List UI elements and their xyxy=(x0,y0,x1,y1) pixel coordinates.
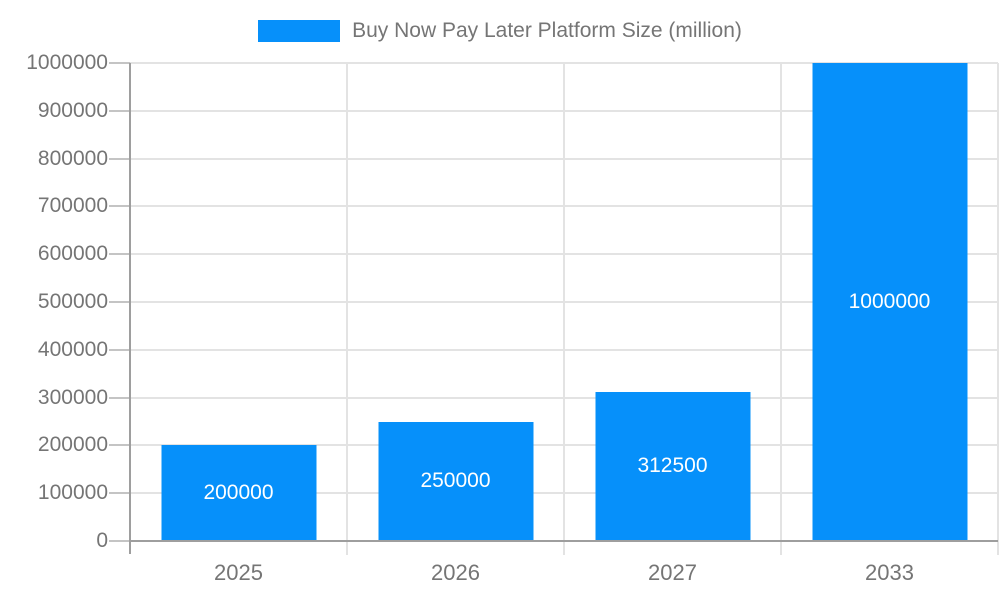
y-axis-tick xyxy=(109,253,130,256)
y-axis-tick xyxy=(109,62,130,64)
bar-2025[interactable]: 200000 xyxy=(161,445,316,541)
y-axis-tick xyxy=(109,301,130,303)
y-axis-tick xyxy=(109,396,130,399)
x-axis-label-2025: 2025 xyxy=(214,560,263,585)
plot-area: 200000 250000 312500 1000000 xyxy=(109,62,999,555)
gridline-vertical xyxy=(997,63,999,555)
y-axis-tick-label: 1000000 xyxy=(26,51,108,74)
y-axis-tick xyxy=(109,492,130,495)
bar-value-label: 1000000 xyxy=(848,290,931,313)
legend-label: Buy Now Pay Later Platform Size (million… xyxy=(352,19,742,42)
y-axis-line xyxy=(129,63,131,554)
y-axis-tick-label: 100000 xyxy=(37,481,108,505)
y-axis-tick-label: 900000 xyxy=(37,98,108,122)
bar-value-label: 312500 xyxy=(637,454,708,478)
x-axis-labels: 2025 2026 2027 2033 xyxy=(130,560,998,590)
y-axis-tick-label: 200000 xyxy=(37,433,108,457)
y-axis-tick xyxy=(109,157,130,160)
gridline-vertical xyxy=(780,63,782,555)
y-axis-tick xyxy=(109,540,130,542)
y-axis-tick xyxy=(109,109,130,112)
y-axis-labels: 0 100000 200000 300000 400000 500000 600000 700… xyxy=(0,51,108,552)
y-axis-tick-label: 300000 xyxy=(37,385,108,409)
x-axis-line xyxy=(130,540,998,542)
bar-value-label: 200000 xyxy=(203,481,274,505)
y-axis-tick-label: 600000 xyxy=(37,242,108,266)
x-axis-label-2026: 2026 xyxy=(431,560,480,585)
legend-swatch xyxy=(258,20,341,42)
bar-2027[interactable]: 312500 xyxy=(595,391,750,541)
y-axis-tick xyxy=(109,205,130,208)
x-axis-label-2027: 2027 xyxy=(648,560,697,585)
y-axis-tick xyxy=(109,444,130,447)
y-axis-tick-label: 500000 xyxy=(37,290,108,313)
gridline-vertical xyxy=(346,63,348,555)
y-axis-tick-label: 0 xyxy=(96,529,108,552)
bar-2033[interactable]: 1000000 xyxy=(812,63,967,541)
x-axis-label-2033: 2033 xyxy=(865,560,914,585)
chart-legend: Buy Now Pay Later Platform Size (million… xyxy=(0,19,1000,43)
bar-2026[interactable]: 250000 xyxy=(378,421,533,541)
y-axis-tick-label: 700000 xyxy=(37,194,108,218)
bar-value-label: 250000 xyxy=(420,469,491,493)
y-axis-tick-label: 800000 xyxy=(37,146,108,170)
y-axis-tick-label: 400000 xyxy=(37,337,108,361)
gridline-vertical xyxy=(563,63,565,555)
y-axis-tick xyxy=(109,348,130,351)
